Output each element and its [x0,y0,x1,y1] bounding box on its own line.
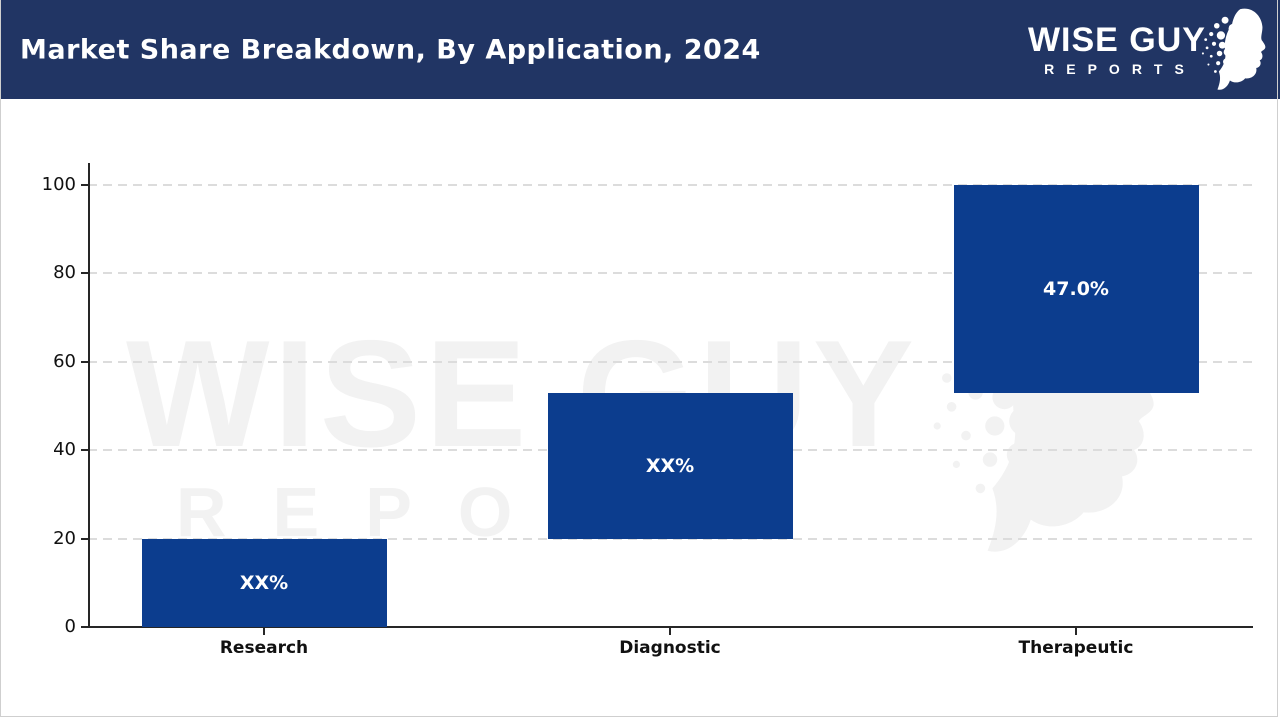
logo-wordmark: WISE GUY [1027,20,1206,59]
y-tick-mark [81,449,88,452]
y-axis [88,163,90,627]
logo-subtitle: REPORTS [1044,60,1196,77]
x-tick-label-therapeutic: Therapeutic [1018,638,1134,658]
x-tick-mark [263,628,265,635]
y-tick-label: 80 [53,262,76,284]
x-tick-label-research: Research [219,638,309,658]
gridline-20 [88,537,1253,540]
y-tick-label: 100 [41,174,76,195]
y-tick-mark [81,272,88,275]
x-tick-mark [669,628,671,635]
x-axis [88,626,1253,628]
y-tick-mark [81,537,88,540]
x-tick-mark [1075,628,1077,635]
chart-title: Market Share Breakdown, By Application, … [20,34,761,65]
page-border-right [1277,0,1278,717]
bar-research: XX% [141,538,387,627]
page-border-bottom [0,716,1278,717]
bar-value-label: XX% [645,454,695,477]
header-bar: Market Share Breakdown, By Application, … [0,0,1280,99]
bar-therapeutic: 47.0% [953,185,1199,393]
y-tick-mark [81,626,88,628]
y-tick-label: 20 [53,527,76,549]
gridline-100 [88,184,1253,186]
gridline-60 [88,360,1253,363]
page-border-left [0,0,1,717]
y-tick-label: 60 [53,350,76,372]
bar-diagnostic: XX% [547,392,793,539]
bar-value-label: 47.0% [1043,277,1109,300]
x-tick-label-diagnostic: Diagnostic [619,638,721,658]
logo-head-icon [1201,8,1266,90]
y-tick-mark [81,184,88,186]
y-tick-label: 0 [64,616,76,637]
y-tick-mark [81,360,88,363]
bar-value-label: XX% [239,571,289,594]
gridline-80 [88,272,1253,275]
wise-guy-reports-logo: WISE GUY REPORTS [1028,3,1272,96]
y-tick-label: 40 [53,439,76,461]
logo-text: WISE GUY REPORTS [1028,23,1206,77]
